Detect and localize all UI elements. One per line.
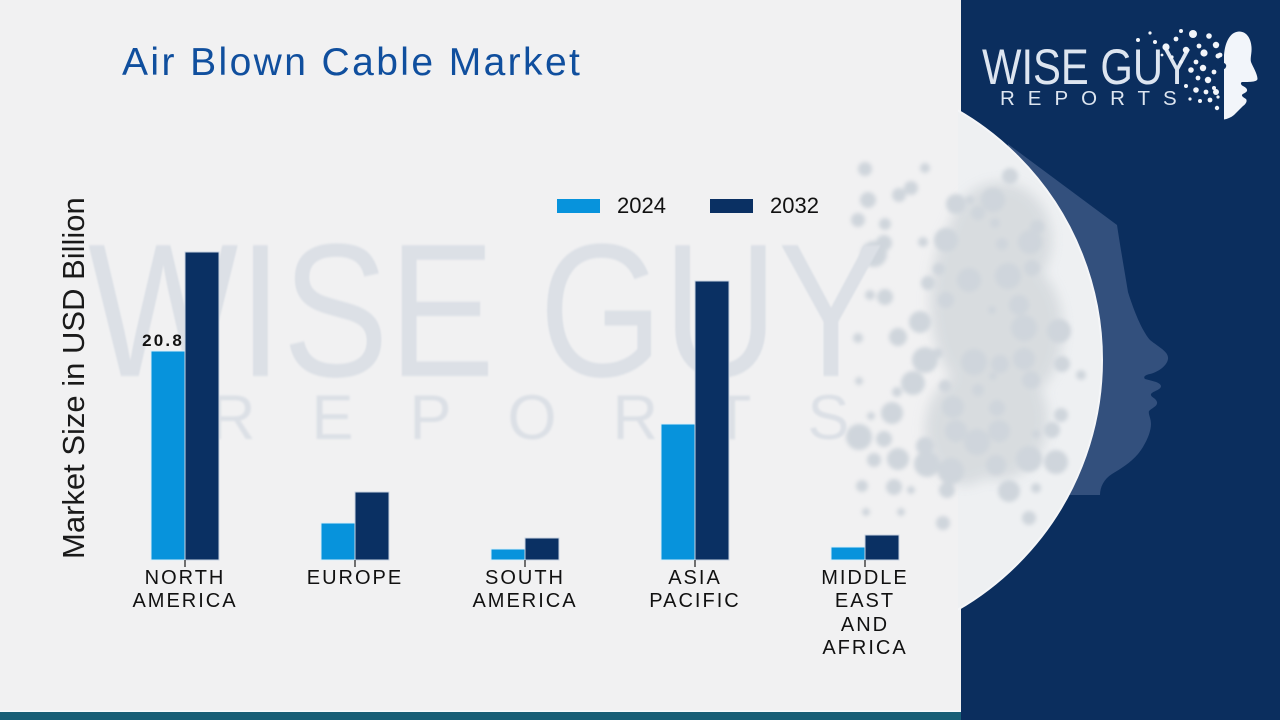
svg-text:WISE GUY: WISE GUY <box>982 39 1191 95</box>
svg-text:REPORTS: REPORTS <box>1000 87 1190 110</box>
svg-text:WISE GUY: WISE GUY <box>88 205 884 417</box>
svg-text:REPORTS: REPORTS <box>210 383 905 453</box>
